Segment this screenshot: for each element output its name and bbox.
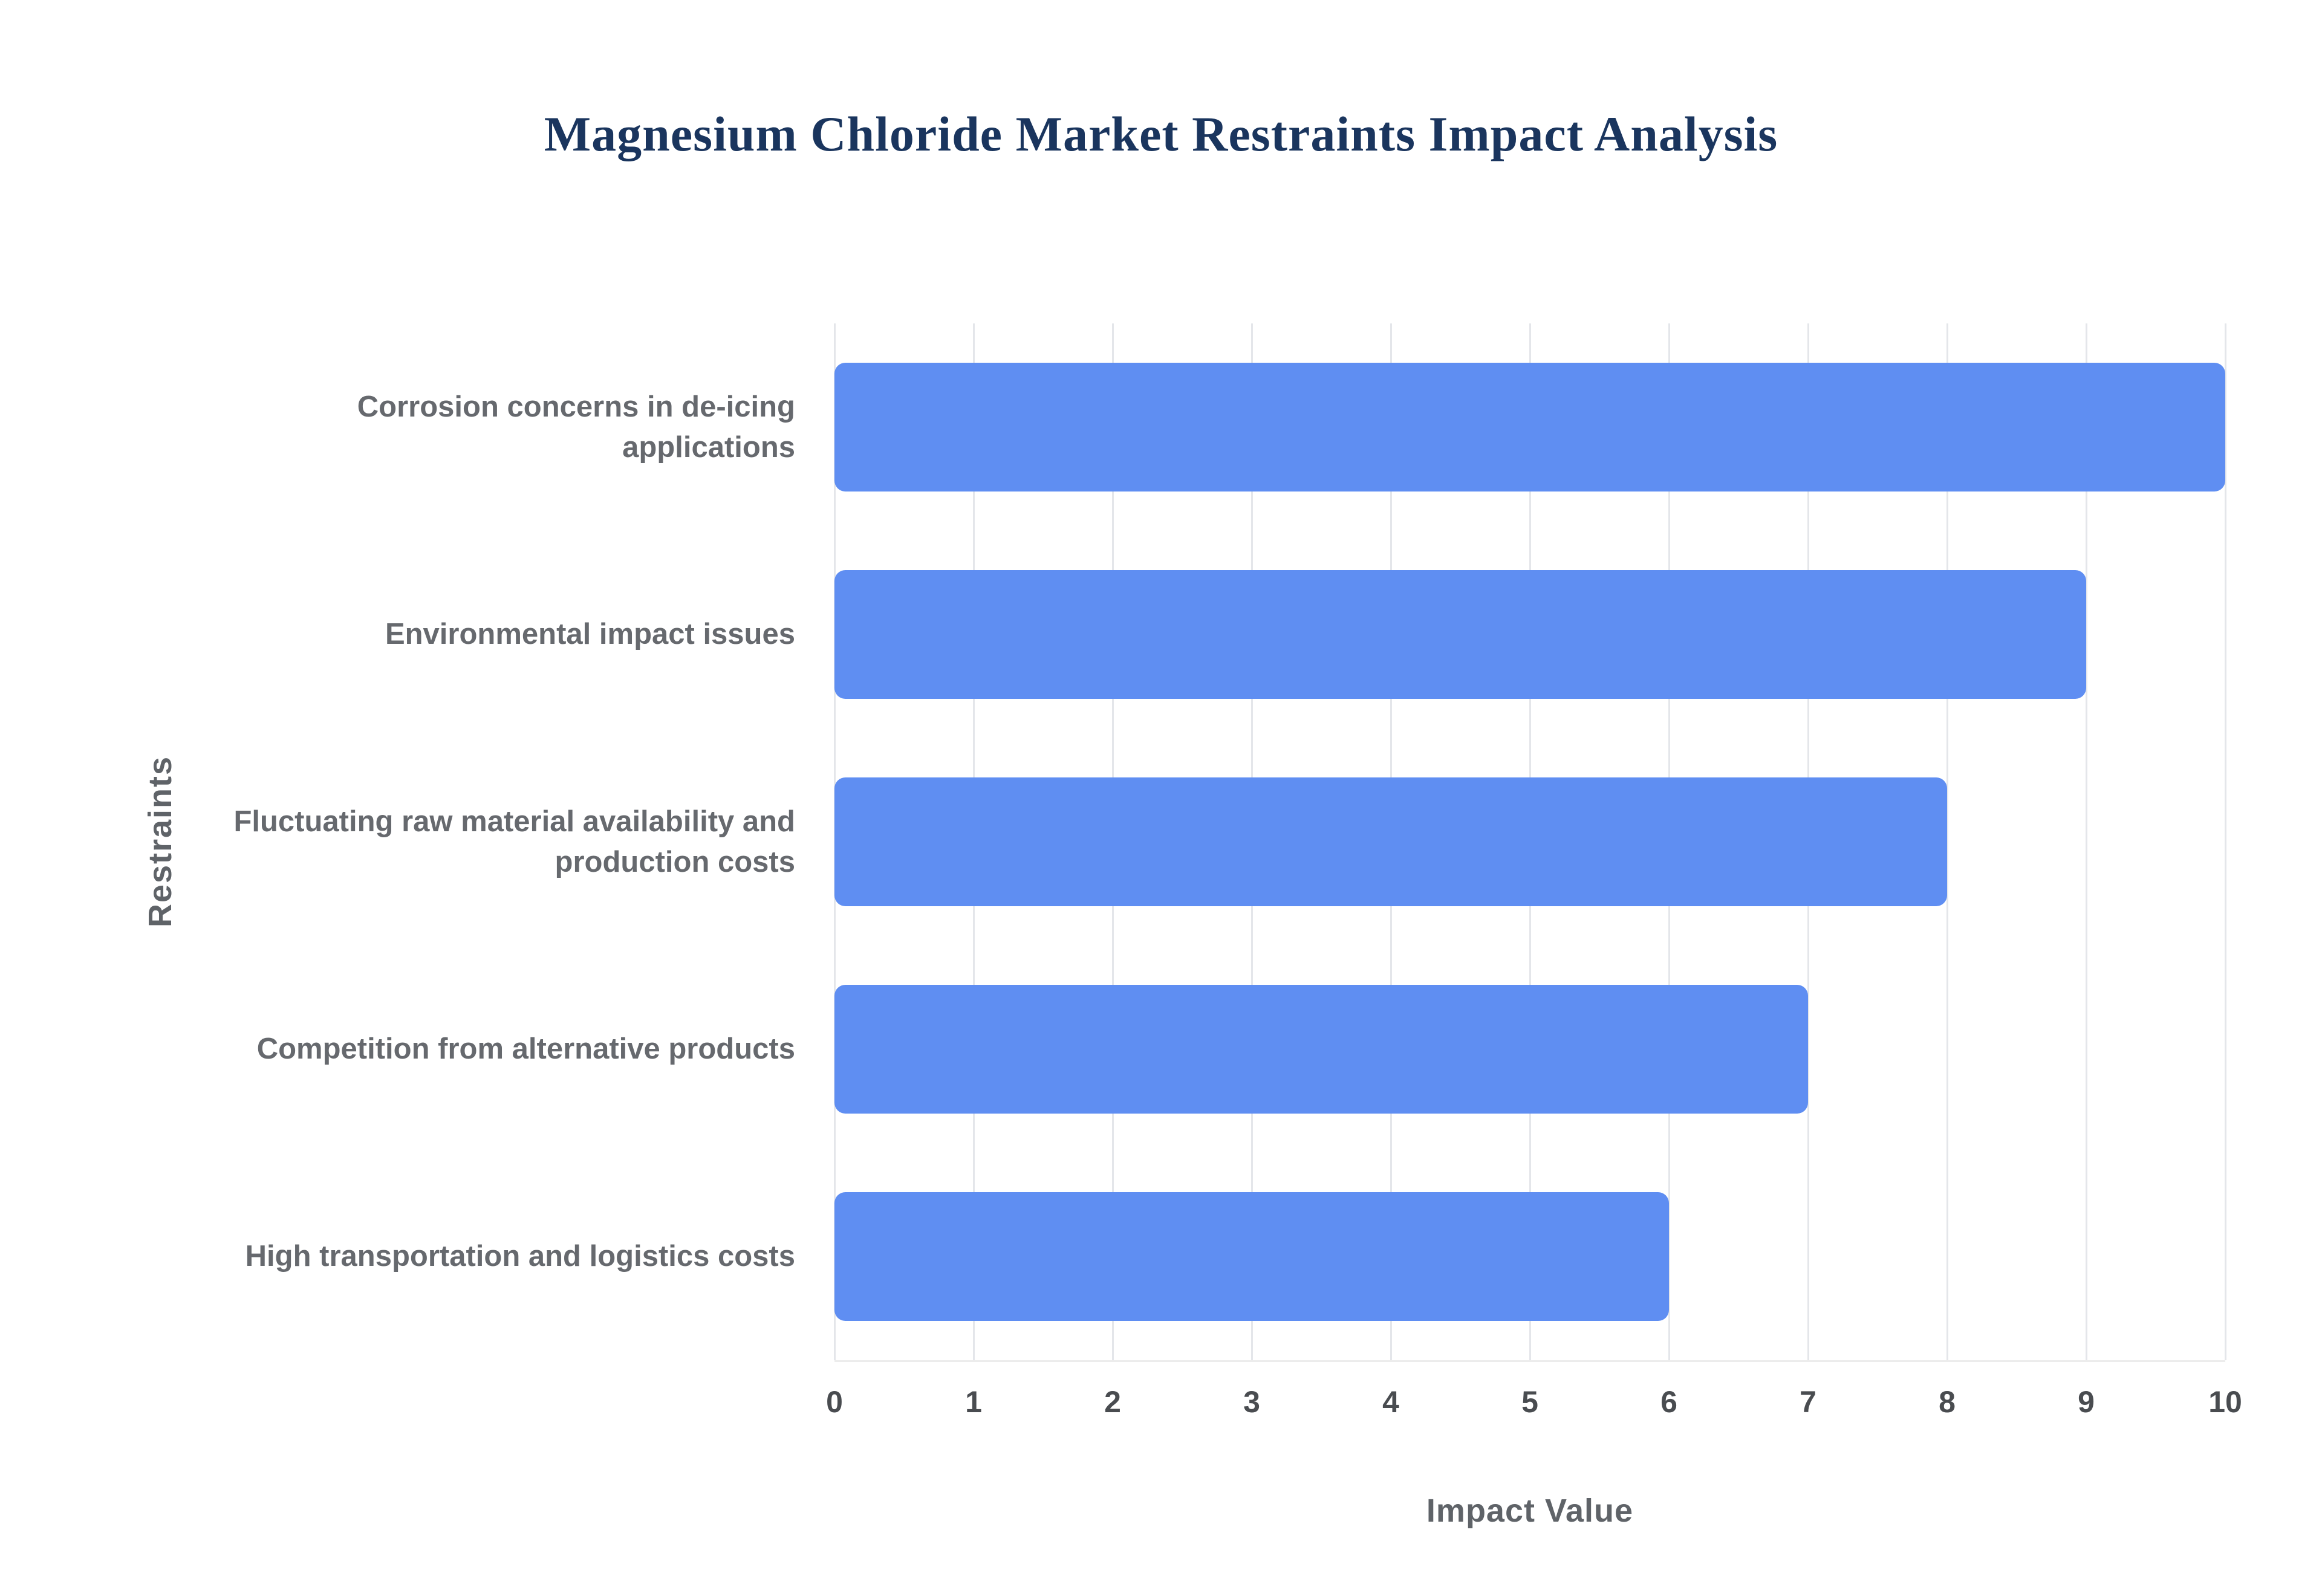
x-tick-label-7: 7: [1800, 1385, 1816, 1419]
x-tick-label-6: 6: [1660, 1385, 1677, 1419]
bar-3[interactable]: [834, 777, 1947, 906]
x-tick-label-2: 2: [1104, 1385, 1121, 1419]
category-label-4: Competition from alternative products: [256, 1033, 795, 1066]
category-label-5: High transportation and logistics costs: [245, 1240, 795, 1273]
plot-area: [834, 323, 2226, 1362]
x-axis-ticks: 0 1 2 3 4 5 6 7 8 9 10: [826, 1384, 2242, 1433]
bar-band: [834, 946, 2225, 1153]
bar-4[interactable]: [834, 985, 1808, 1114]
gridline-10: [2225, 323, 2226, 1360]
bar-1[interactable]: [834, 363, 2225, 491]
y-axis-title: Restraints: [142, 755, 178, 928]
category-labels: Corrosion concerns in de-icing applicati…: [218, 323, 795, 1360]
bar-2[interactable]: [834, 570, 2086, 699]
bar-5[interactable]: [834, 1192, 1669, 1321]
gridline-8: [1946, 323, 1948, 1360]
x-tick-label-0: 0: [826, 1385, 843, 1419]
x-tick-label-10: 10: [2208, 1385, 2242, 1419]
bar-band: [834, 1153, 2225, 1360]
x-tick-label-5: 5: [1521, 1385, 1538, 1419]
chart-title: Magnesium Chloride Market Restraints Imp…: [544, 106, 1778, 161]
x-tick-label-1: 1: [965, 1385, 982, 1419]
bar-band: [834, 323, 2225, 531]
x-tick-label-9: 9: [2078, 1385, 2095, 1419]
category-label-1: Corrosion concerns in de-icing applicati…: [357, 391, 795, 464]
category-label-2: Environmental impact issues: [385, 618, 795, 651]
gridline-9: [2086, 323, 2087, 1360]
bar-band: [834, 531, 2225, 738]
category-label-3: Fluctuating raw material availability an…: [233, 805, 795, 878]
x-tick-label-8: 8: [1939, 1385, 1956, 1419]
x-axis-title: Impact Value: [1426, 1493, 1634, 1529]
x-tick-label-3: 3: [1243, 1385, 1260, 1419]
x-tick-label-4: 4: [1382, 1385, 1399, 1419]
bar-band: [834, 738, 2225, 946]
